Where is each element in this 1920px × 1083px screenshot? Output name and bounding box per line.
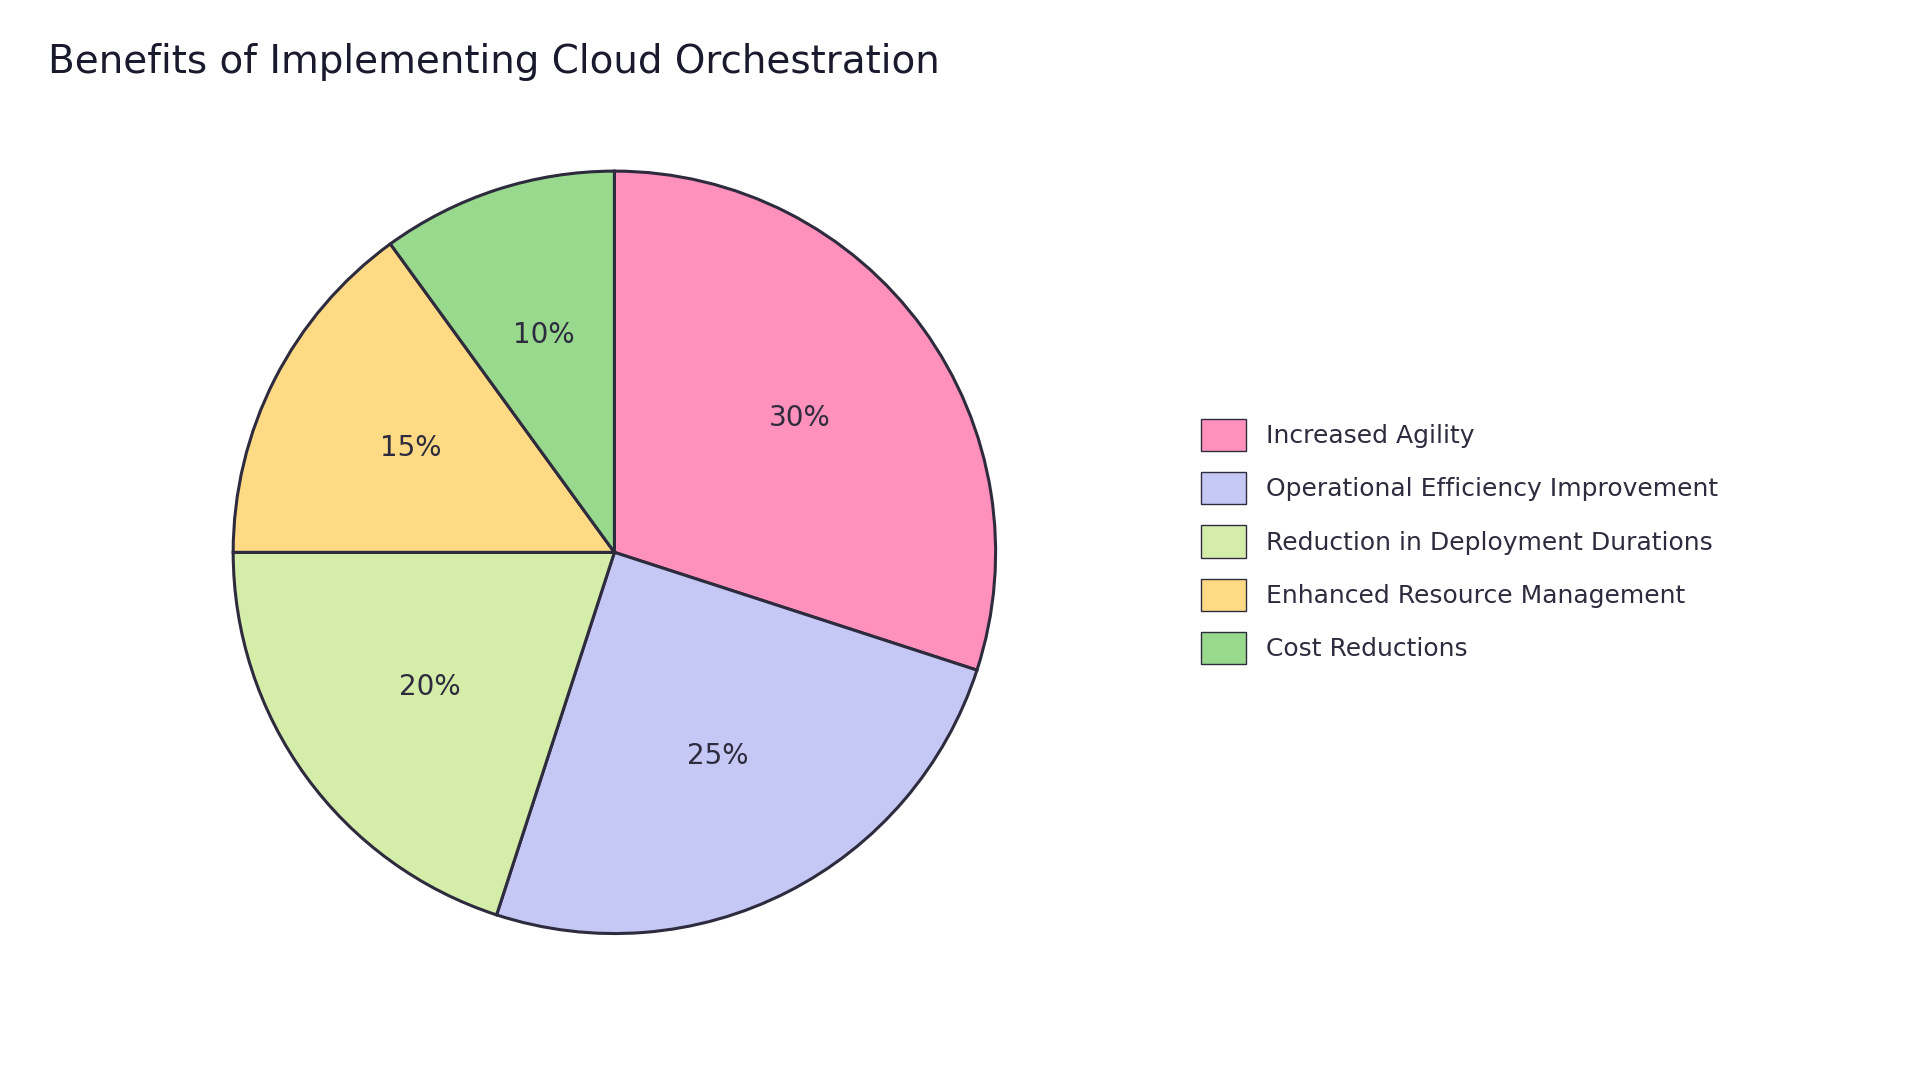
Text: 20%: 20% — [399, 673, 461, 701]
Wedge shape — [497, 552, 977, 934]
Legend: Increased Agility, Operational Efficiency Improvement, Reduction in Deployment D: Increased Agility, Operational Efficienc… — [1200, 419, 1718, 664]
Text: 30%: 30% — [768, 404, 829, 432]
Wedge shape — [232, 244, 614, 552]
Text: 10%: 10% — [513, 321, 574, 349]
Wedge shape — [614, 171, 996, 670]
Text: 15%: 15% — [380, 434, 442, 462]
Text: Benefits of Implementing Cloud Orchestration: Benefits of Implementing Cloud Orchestra… — [48, 43, 939, 81]
Text: 25%: 25% — [687, 742, 749, 770]
Wedge shape — [232, 552, 614, 915]
Wedge shape — [390, 171, 614, 552]
